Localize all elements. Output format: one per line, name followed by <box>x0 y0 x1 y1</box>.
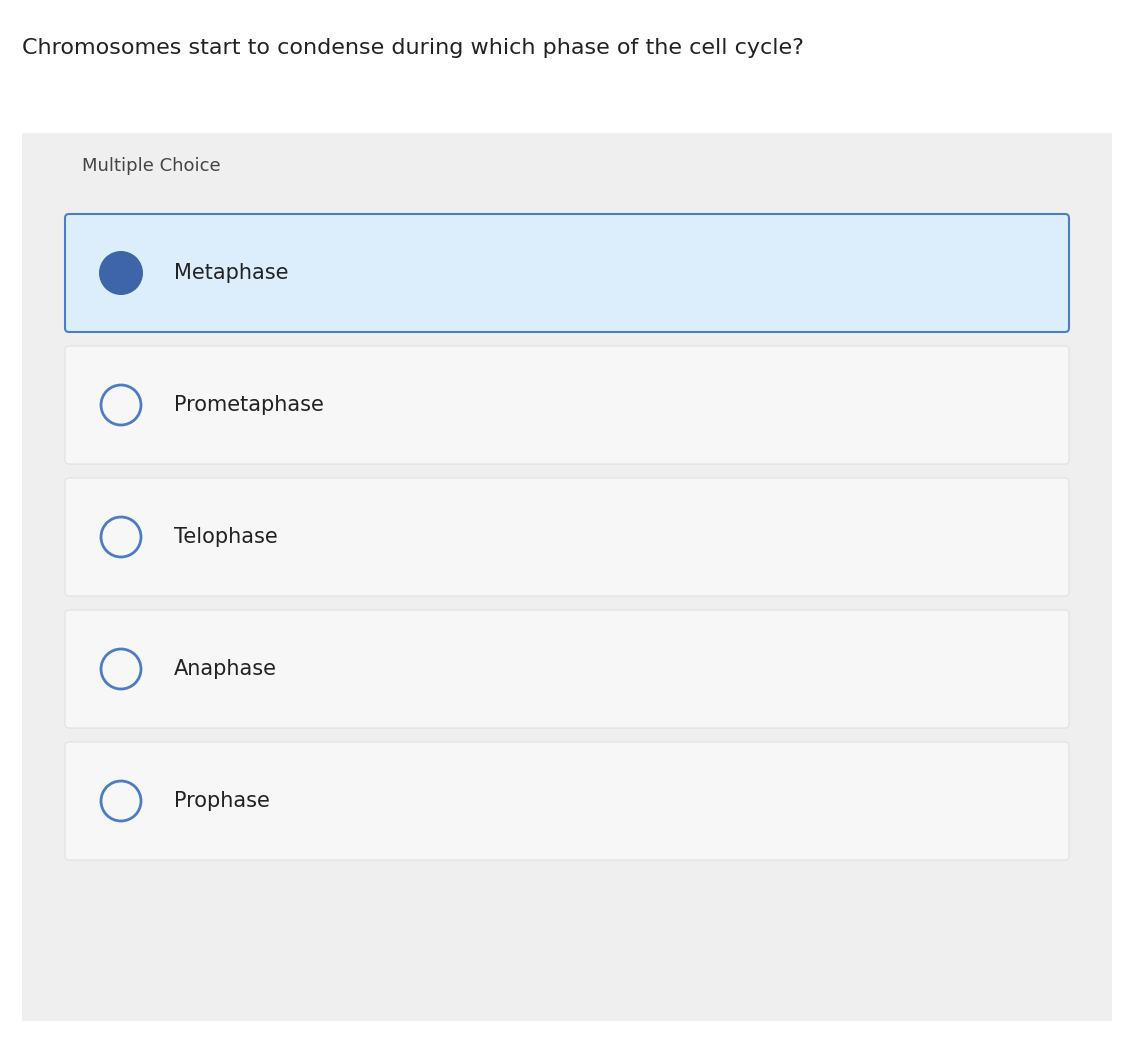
FancyBboxPatch shape <box>65 478 1069 596</box>
Text: Anaphase: Anaphase <box>174 659 277 679</box>
Text: Metaphase: Metaphase <box>174 263 288 283</box>
Circle shape <box>101 781 141 821</box>
Circle shape <box>99 251 143 295</box>
FancyBboxPatch shape <box>65 610 1069 728</box>
Circle shape <box>101 385 141 425</box>
Text: Chromosomes start to condense during which phase of the cell cycle?: Chromosomes start to condense during whi… <box>22 39 804 58</box>
Text: Multiple Choice: Multiple Choice <box>82 157 220 175</box>
Text: Prometaphase: Prometaphase <box>174 395 323 415</box>
FancyBboxPatch shape <box>65 346 1069 464</box>
FancyBboxPatch shape <box>65 214 1069 332</box>
Circle shape <box>101 517 141 557</box>
FancyBboxPatch shape <box>65 742 1069 860</box>
Text: Telophase: Telophase <box>174 527 278 547</box>
FancyBboxPatch shape <box>22 133 1112 1021</box>
Text: Prophase: Prophase <box>174 791 270 811</box>
Circle shape <box>101 649 141 689</box>
